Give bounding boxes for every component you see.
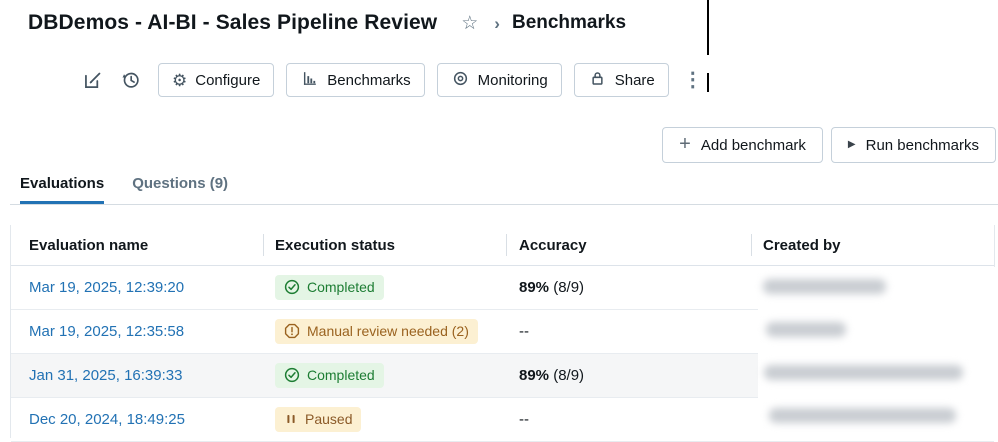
table-row: Mar 19, 2025, 12:35:58 Manual review nee… <box>11 310 994 354</box>
page-title: DBDemos - AI-BI - Sales Pipeline Review <box>28 11 438 34</box>
benchmarks-button[interactable]: Benchmarks <box>286 63 425 97</box>
tab-questions[interactable]: Questions (9) <box>132 175 229 192</box>
configure-button[interactable]: ⚙ Configure <box>158 63 275 97</box>
check-circle-icon <box>284 280 300 295</box>
kebab-icon: ⋮ <box>682 69 703 91</box>
bar-chart-icon <box>300 69 319 92</box>
add-benchmark-label: Add benchmark <box>700 136 806 154</box>
status-badge: Completed <box>275 275 384 300</box>
title-bar: DBDemos - AI-BI - Sales Pipeline Review … <box>28 11 626 35</box>
configure-button-label: Configure <box>195 71 261 89</box>
redacted-name <box>764 365 963 380</box>
status-label: Completed <box>307 279 375 296</box>
pause-icon <box>287 415 295 424</box>
crop-artifact-line <box>707 73 709 92</box>
benchmarks-button-label: Benchmarks <box>327 71 411 89</box>
share-button[interactable]: Share <box>573 63 669 97</box>
evaluation-link[interactable]: Jan 31, 2025, 16:39:33 <box>29 367 183 384</box>
tab-evaluations[interactable]: Evaluations <box>20 168 105 204</box>
table-row: Mar 19, 2025, 12:39:20 Completed 89% (8/… <box>11 266 994 310</box>
benchmark-actions: + Add benchmark ▶ Run benchmarks <box>662 127 996 163</box>
status-badge: Manual review needed (2) <box>275 319 478 344</box>
evaluation-link[interactable]: Mar 19, 2025, 12:39:20 <box>29 279 185 296</box>
status-label: Completed <box>307 367 375 384</box>
monitoring-button-label: Monitoring <box>477 71 548 89</box>
column-header-evaluation-name[interactable]: Evaluation name <box>29 236 149 254</box>
edit-icon <box>82 70 103 91</box>
run-benchmarks-label: Run benchmarks <box>865 136 979 154</box>
star-favorite-icon[interactable]: ☆ <box>461 12 479 34</box>
tab-bar: Evaluations Questions (9) <box>10 168 998 205</box>
redacted-created-by-panel <box>758 267 998 438</box>
accuracy-detail: (8/9) <box>549 279 585 296</box>
plus-icon: + <box>679 133 691 155</box>
column-header-execution-status[interactable]: Execution status <box>263 225 506 265</box>
play-icon: ▶ <box>847 139 856 150</box>
accuracy-value: 89% <box>519 279 550 296</box>
redacted-name <box>766 322 846 337</box>
accuracy-detail: (8/9) <box>549 367 585 384</box>
gear-icon: ⚙ <box>172 70 188 90</box>
breadcrumb-current: Benchmarks <box>511 12 627 33</box>
warning-octagon-icon <box>284 324 300 339</box>
table-header-row: Evaluation name Execution status Accurac… <box>11 225 994 266</box>
evaluation-link[interactable]: Dec 20, 2024, 18:49:25 <box>29 411 185 428</box>
run-benchmarks-button[interactable]: ▶ Run benchmarks <box>830 127 996 163</box>
evaluations-table: Evaluation name Execution status Accurac… <box>10 225 998 442</box>
monitoring-button[interactable]: Monitoring <box>436 63 562 97</box>
redacted-name <box>769 408 956 423</box>
accuracy-value: 89% <box>519 367 550 384</box>
status-label: Manual review needed (2) <box>307 323 469 340</box>
monitoring-icon <box>451 69 470 92</box>
accuracy-detail: -- <box>519 411 529 428</box>
overflow-menu-button[interactable]: ⋮ <box>683 70 703 90</box>
column-header-accuracy[interactable]: Accuracy <box>506 225 751 265</box>
column-header-created-by[interactable]: Created by <box>751 225 994 265</box>
history-icon <box>120 69 142 91</box>
edit-button[interactable] <box>80 68 104 92</box>
status-badge: Paused <box>275 407 362 432</box>
toolbar: ⚙ Configure Benchmarks Monitoring <box>80 63 703 97</box>
status-label: Paused <box>305 411 353 428</box>
history-button[interactable] <box>119 68 143 92</box>
redacted-name <box>763 279 886 294</box>
accuracy-detail: -- <box>519 323 529 340</box>
crop-artifact-line <box>707 0 709 55</box>
status-badge: Completed <box>275 363 384 388</box>
evaluation-link[interactable]: Mar 19, 2025, 12:35:58 <box>29 323 185 340</box>
check-circle-icon <box>284 368 300 383</box>
lock-icon <box>588 69 607 92</box>
add-benchmark-button[interactable]: + Add benchmark <box>662 127 823 163</box>
breadcrumb-chevron-icon: › <box>494 13 500 33</box>
share-button-label: Share <box>614 71 655 89</box>
